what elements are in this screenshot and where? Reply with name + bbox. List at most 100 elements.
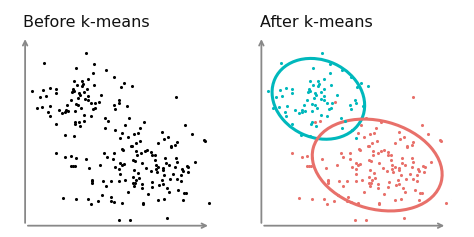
- Point: [377, 121, 384, 124]
- Point: [42, 94, 49, 98]
- Point: [153, 170, 161, 174]
- Point: [103, 155, 110, 159]
- Point: [110, 76, 118, 79]
- Point: [111, 107, 119, 111]
- Point: [438, 139, 445, 143]
- Point: [69, 164, 77, 168]
- Point: [170, 229, 178, 233]
- Point: [55, 108, 63, 111]
- Point: [159, 168, 166, 172]
- Point: [182, 191, 190, 195]
- Point: [101, 116, 109, 119]
- Point: [68, 90, 76, 94]
- Point: [116, 161, 124, 165]
- Point: [337, 116, 345, 119]
- Point: [173, 160, 181, 164]
- Point: [170, 172, 177, 176]
- Point: [319, 157, 326, 161]
- Point: [442, 201, 449, 205]
- Point: [139, 201, 147, 205]
- Point: [128, 84, 136, 88]
- Point: [151, 153, 159, 157]
- Point: [301, 109, 309, 113]
- Point: [344, 195, 351, 199]
- Point: [278, 94, 286, 98]
- Point: [317, 90, 324, 93]
- Point: [365, 175, 373, 178]
- Point: [130, 132, 137, 136]
- Point: [70, 134, 78, 138]
- Point: [318, 51, 326, 55]
- Point: [339, 184, 346, 187]
- Point: [69, 87, 77, 91]
- Point: [315, 79, 322, 83]
- Point: [367, 181, 374, 185]
- Point: [126, 218, 134, 222]
- Point: [45, 110, 52, 114]
- Point: [347, 107, 355, 111]
- Point: [121, 178, 129, 182]
- Point: [374, 151, 382, 155]
- Point: [324, 179, 332, 183]
- Point: [437, 139, 444, 142]
- Point: [137, 151, 145, 155]
- Point: [416, 198, 423, 202]
- Point: [166, 177, 173, 181]
- Point: [90, 62, 98, 66]
- Point: [87, 101, 95, 105]
- Point: [370, 172, 378, 175]
- Point: [183, 164, 191, 168]
- Point: [67, 98, 74, 102]
- Point: [326, 71, 333, 74]
- Point: [346, 150, 354, 154]
- Point: [161, 173, 168, 177]
- Point: [121, 123, 128, 127]
- Point: [167, 145, 174, 148]
- Point: [333, 164, 340, 167]
- Point: [408, 143, 415, 147]
- Point: [276, 89, 283, 92]
- Point: [320, 98, 328, 102]
- Point: [332, 100, 339, 104]
- Point: [320, 87, 328, 91]
- Point: [132, 178, 140, 182]
- Point: [102, 68, 109, 72]
- Point: [159, 182, 166, 186]
- Point: [403, 144, 411, 148]
- Point: [399, 161, 406, 165]
- Point: [306, 79, 314, 83]
- Point: [312, 93, 320, 96]
- Point: [128, 144, 136, 148]
- Point: [148, 185, 156, 189]
- Point: [107, 199, 115, 203]
- Point: [352, 179, 359, 183]
- Point: [338, 68, 346, 72]
- Point: [101, 126, 109, 130]
- Point: [374, 182, 382, 186]
- Point: [410, 178, 417, 181]
- Point: [334, 193, 342, 197]
- Point: [91, 101, 99, 105]
- Point: [374, 186, 382, 190]
- Point: [327, 62, 334, 66]
- Point: [365, 144, 373, 148]
- Point: [148, 180, 156, 184]
- Point: [52, 87, 60, 91]
- Point: [115, 98, 122, 102]
- Point: [309, 102, 316, 106]
- Point: [320, 94, 328, 98]
- Point: [370, 131, 378, 135]
- Point: [325, 181, 332, 185]
- Point: [357, 81, 365, 85]
- Point: [375, 161, 383, 165]
- Point: [133, 154, 141, 157]
- Point: [373, 139, 381, 143]
- Point: [311, 91, 319, 95]
- Point: [327, 106, 335, 109]
- Point: [124, 135, 132, 139]
- Point: [99, 179, 107, 182]
- Point: [76, 124, 84, 128]
- Point: [275, 105, 283, 109]
- Point: [355, 147, 363, 150]
- Point: [46, 104, 54, 108]
